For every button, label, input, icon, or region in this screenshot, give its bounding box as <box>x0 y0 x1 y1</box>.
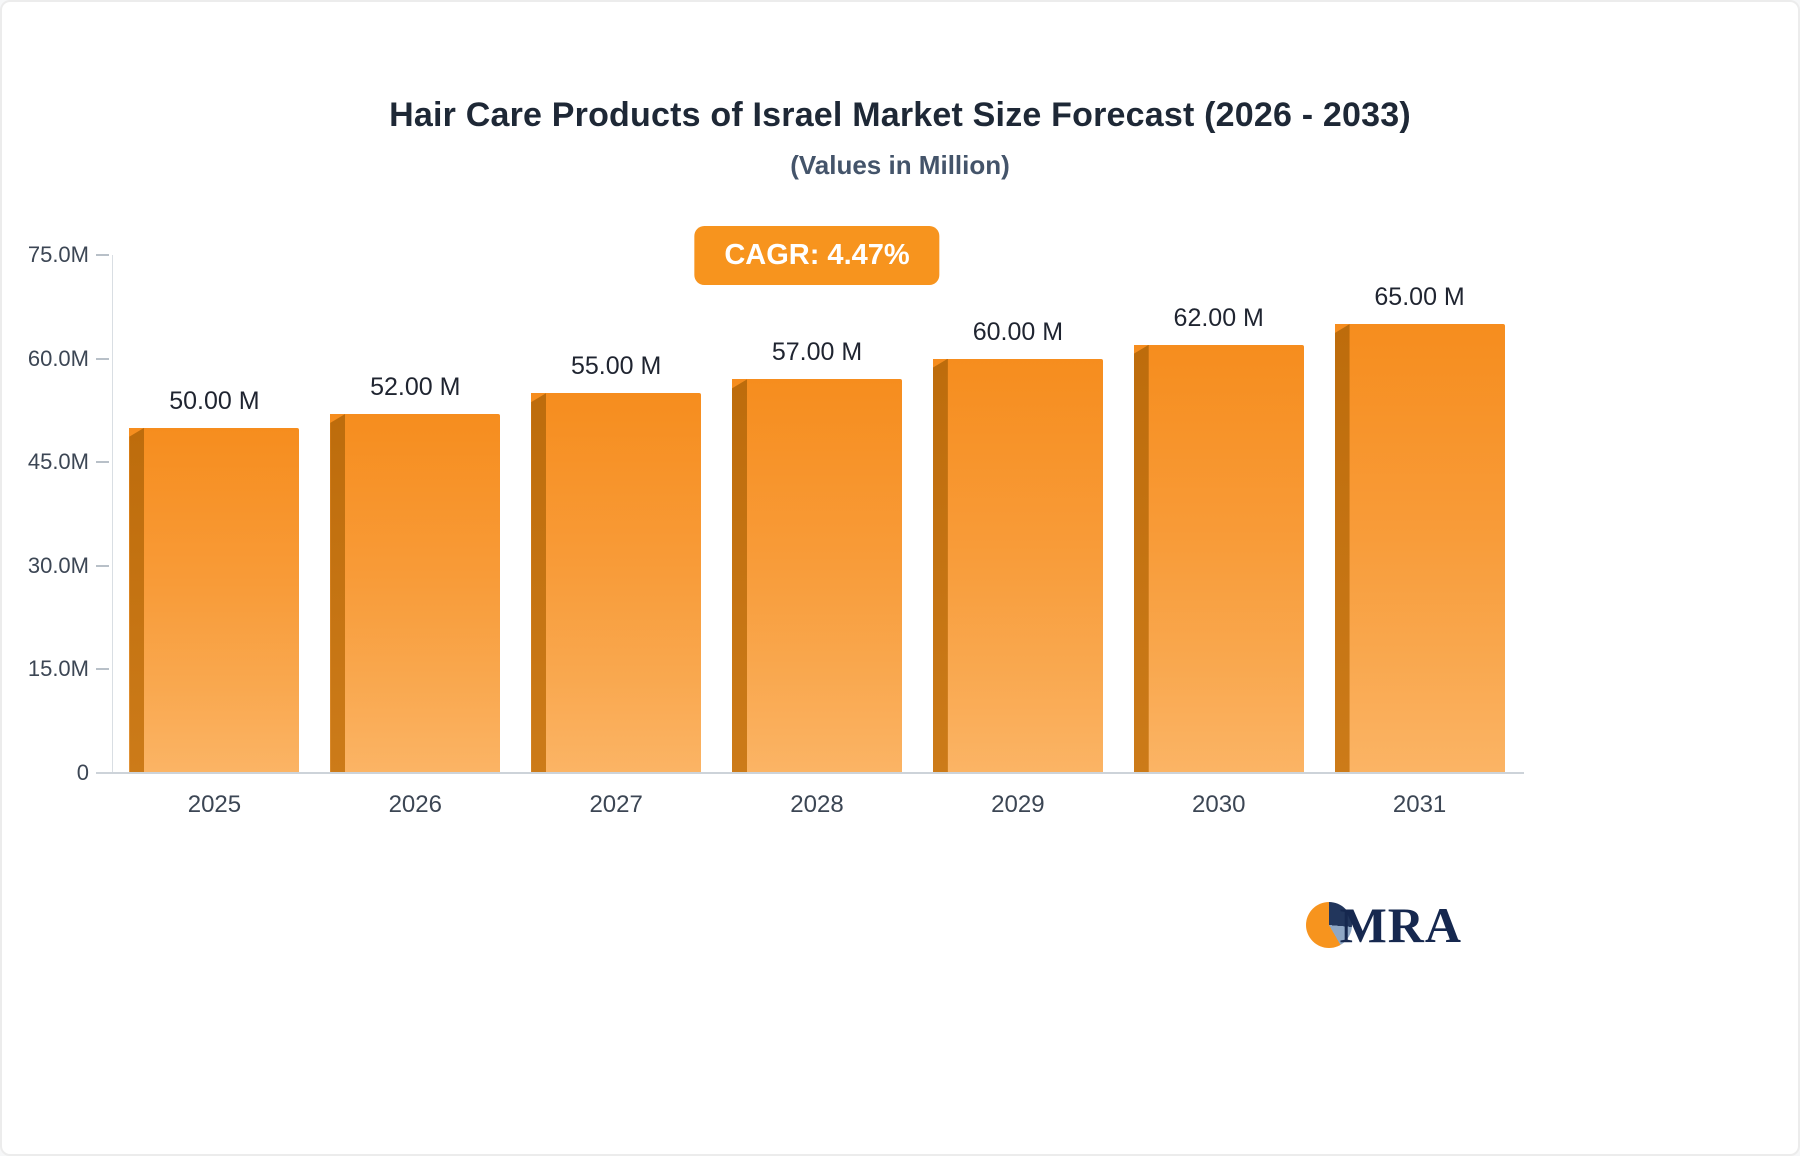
y-axis-tick: 15.0M <box>28 656 109 682</box>
x-axis-label-2029: 2029 <box>991 791 1045 818</box>
bar-group-2030: 62.00 M 2030 <box>1118 255 1319 818</box>
y-axis-tick: 30.0M <box>28 553 109 579</box>
x-axis-line <box>96 772 1524 774</box>
bar-2031[interactable] <box>1334 324 1505 773</box>
bar-side-shade <box>732 379 747 773</box>
logo-pie-icon <box>1305 902 1352 948</box>
bars-container: 50.00 M 2025 52.00 M 2026 55.00 M 2027 57.00 M… <box>114 255 1520 818</box>
y-axis-tick-label: 75.0M <box>27 242 89 267</box>
bar-group-2028: 57.00 M 2028 <box>717 255 918 818</box>
y-axis-tick-label: 15.0M <box>27 656 89 682</box>
y-axis-tick-mark <box>96 668 109 671</box>
y-axis-tick-mark <box>96 357 109 360</box>
x-axis-label-2028: 2028 <box>790 791 844 818</box>
y-axis-tick-label: 0 <box>76 760 89 785</box>
y-axis-tick: 45.0M <box>28 449 109 475</box>
y-axis-line <box>112 255 113 773</box>
bar-2029[interactable] <box>932 358 1103 773</box>
bar-value-label: 52.00 M <box>370 372 461 401</box>
bar-group-2026: 52.00 M 2026 <box>315 255 516 818</box>
bar-value-label: 62.00 M <box>1173 303 1264 332</box>
chart-subtitle: (Values in Million) <box>790 150 1010 180</box>
bar-2026[interactable] <box>330 413 501 773</box>
chart-title: Hair Care Products of Israel Market Size… <box>389 96 1411 134</box>
bar-group-2027: 55.00 M 2027 <box>516 255 717 818</box>
plot-area: 75.0M 60.0M 45.0M 30.0M 15.0M 0 50.00 M 2025 52… <box>28 242 1524 818</box>
y-axis-tick-mark <box>96 564 109 567</box>
bar-group-2029: 60.00 M 2029 <box>917 255 1118 818</box>
bar-side-shade <box>330 413 346 773</box>
y-axis-tick-mark <box>96 461 109 464</box>
bar-2025[interactable] <box>129 427 300 773</box>
bar-value-label: 50.00 M <box>169 386 260 415</box>
y-axis-tick: 60.0M <box>28 346 109 372</box>
bar-group-2025: 50.00 M 2025 <box>114 255 315 818</box>
bar-value-label: 60.00 M <box>972 317 1064 346</box>
y-axis-tick-label: 45.0M <box>27 449 89 475</box>
cagr-badge: CAGR: 4.47% <box>694 226 940 285</box>
y-axis-tick-label: 30.0M <box>27 552 89 578</box>
bar-2028[interactable] <box>732 379 902 773</box>
bar-value-label: 55.00 M <box>570 352 662 381</box>
bar-side-shade <box>129 427 145 773</box>
bar-group-2031: 65.00 M 2031 <box>1319 255 1520 818</box>
x-axis-label-2027: 2027 <box>589 791 643 818</box>
y-axis-tick-mark <box>96 254 109 256</box>
bar-2027[interactable] <box>531 393 702 773</box>
logo: MRA <box>1305 897 1462 953</box>
x-axis-label-2030: 2030 <box>1192 791 1246 818</box>
bar-side-shade <box>932 358 948 773</box>
x-axis-label-2031: 2031 <box>1392 791 1447 818</box>
bar-2030[interactable] <box>1133 344 1304 773</box>
bar-side-shade <box>1334 324 1350 773</box>
logo-text: MRA <box>1339 897 1462 953</box>
y-axis-tick: 75.0M <box>28 242 109 268</box>
bar-side-shade <box>531 393 547 773</box>
bar-value-label: 65.00 M <box>1374 283 1465 312</box>
x-axis-label-2025: 2025 <box>187 791 242 818</box>
bar-value-label: 57.00 M <box>771 338 863 367</box>
bar-side-shade <box>1133 344 1149 773</box>
y-axis-tick-label: 60.0M <box>27 345 89 371</box>
x-axis-label-2026: 2026 <box>388 791 442 818</box>
